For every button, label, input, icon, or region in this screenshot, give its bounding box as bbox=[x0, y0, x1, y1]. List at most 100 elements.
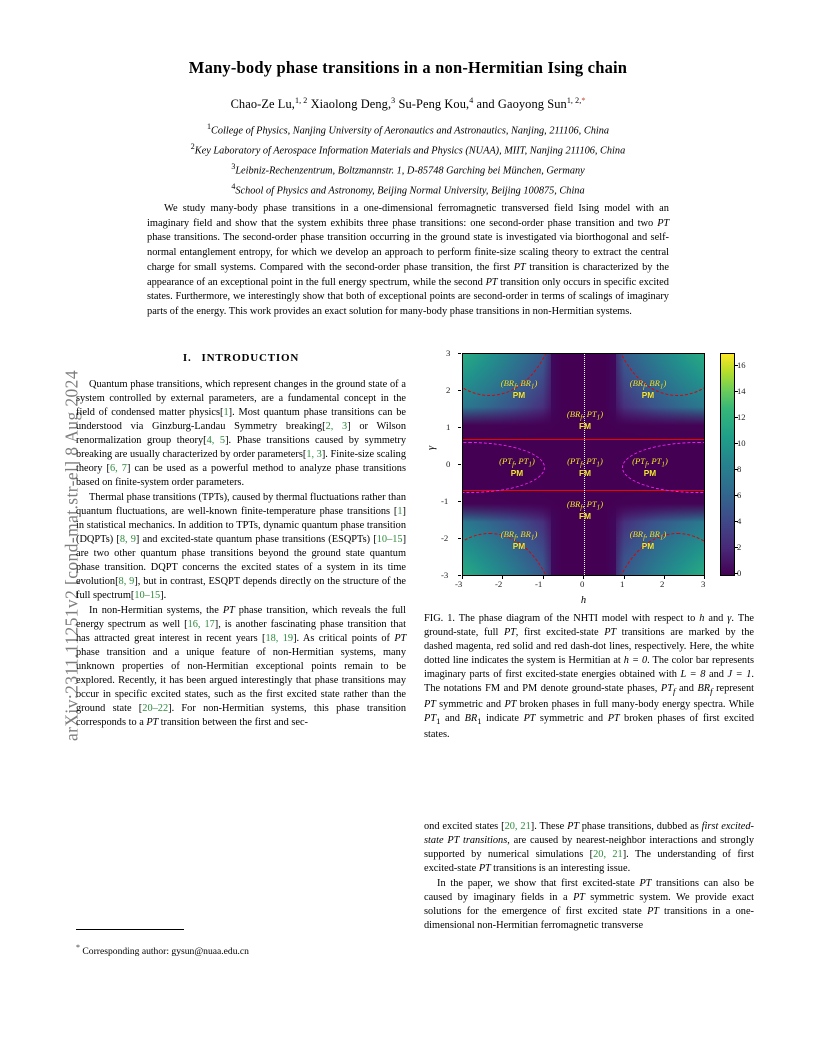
y-axis-label: γ bbox=[426, 445, 437, 450]
cap-s1: The phase diagram of the NHTI model with… bbox=[454, 613, 700, 624]
cb-mark-12 bbox=[735, 417, 738, 418]
cap-m3: h = 0 bbox=[623, 655, 648, 667]
p2-s6: ]. bbox=[160, 590, 167, 602]
rp1-s6: transitions is an interesting issue. bbox=[490, 863, 631, 875]
cb-mark-4 bbox=[735, 521, 738, 522]
cap-s13: and bbox=[440, 712, 465, 724]
plot-label-bottom-right: (BRf, BR1) PM bbox=[602, 529, 694, 551]
cap-s4: , first excited-state bbox=[515, 627, 605, 639]
citation-4[interactable]: 1, 3 bbox=[306, 449, 322, 461]
citation-10[interactable]: 10–15 bbox=[134, 590, 161, 602]
cap-m1: h bbox=[699, 613, 705, 624]
citation-3[interactable]: 4, 5 bbox=[206, 435, 226, 447]
heatmap-axes[interactable]: (BRf, BR1) PM (BRf, BR1) PM (BRf, PT1) F… bbox=[462, 353, 705, 576]
citation-5[interactable]: 6, 7 bbox=[109, 463, 127, 475]
x-tickmark-1 bbox=[624, 576, 625, 579]
cap-m9: BR bbox=[464, 712, 478, 724]
citation-2[interactable]: 2, 3 bbox=[325, 421, 348, 433]
citation-15[interactable]: 20, 21 bbox=[593, 849, 623, 861]
abstract-seg-1: We study many-body phase transitions in … bbox=[147, 203, 669, 229]
p3-pt-3: PT bbox=[146, 717, 159, 729]
figure-1: γ h 3 2 1 0 -1 -2 -3 -3 -2 -1 0 1 2 3 bbox=[424, 340, 756, 606]
affiliation-4-sup: 4 bbox=[231, 181, 236, 191]
cap-s11: symmetric and bbox=[435, 698, 505, 710]
rp1-s1: ond excited states [ bbox=[424, 821, 505, 832]
right-paragraph-1: ond excited states [20, 21]. These PT ph… bbox=[424, 820, 754, 876]
cap-m2: γ bbox=[727, 613, 732, 624]
abstract: We study many-body phase transitions in … bbox=[147, 202, 669, 320]
rp1-s3: phase transitions, dubbed as bbox=[578, 821, 702, 832]
cap-s7: and bbox=[705, 669, 728, 681]
cb-tick-4: 4 bbox=[737, 516, 742, 526]
rp2-s3: symmetric system. We provide exact solut… bbox=[424, 892, 754, 918]
abstract-pt-2: PT bbox=[513, 261, 526, 273]
p3-pt-2: PT bbox=[394, 633, 407, 645]
plot-phase-top-left: PM bbox=[512, 389, 526, 400]
y-tickmark-3 bbox=[458, 353, 461, 354]
p1-s4: ]. Phase transitions caused by symmetry … bbox=[76, 435, 407, 461]
heat-dark-column bbox=[542, 354, 625, 575]
affiliation-4: 4School of Physics and Astronomy, Beijin… bbox=[96, 181, 720, 199]
cb-tick-14: 14 bbox=[737, 386, 746, 396]
plot-phase-mid-right: PM bbox=[643, 467, 657, 478]
x-tick-m1: -1 bbox=[535, 579, 543, 589]
x-tickmark-m3 bbox=[462, 576, 463, 579]
cap-pt5: PT bbox=[523, 712, 536, 724]
plot-label-bottom-left: (BRf, BR1) PM bbox=[473, 529, 565, 551]
corresponding-author-email[interactable]: Corresponding author: gysun@nuaa.edu.cn bbox=[80, 946, 249, 958]
cap-s16: broken phases of first excited states. bbox=[424, 712, 755, 740]
p2-s2: ] in statistical mechanics. In addition … bbox=[76, 506, 406, 546]
x-tickmark-2 bbox=[664, 576, 665, 579]
phase-diagram-plot: γ h 3 2 1 0 -1 -2 -3 -3 -2 -1 0 1 2 3 bbox=[424, 340, 756, 606]
section-title: INTRODUCTION bbox=[201, 352, 300, 364]
p3-s6: ]. For non-Hermitian systems, this phase… bbox=[76, 703, 406, 729]
p3-s4: ]. As critical points of bbox=[293, 633, 395, 645]
x-tickmark-3 bbox=[704, 576, 705, 579]
plot-label-top-left: (BRf, BR1) PM bbox=[473, 378, 565, 400]
citation-11[interactable]: 16, 17 bbox=[187, 619, 215, 631]
hermitian-line-h0 bbox=[583, 354, 585, 575]
citation-7[interactable]: 8, 9 bbox=[119, 534, 136, 546]
cb-mark-2 bbox=[735, 547, 738, 548]
cap-m7: BR bbox=[697, 683, 711, 695]
cap-pt1: PT bbox=[504, 627, 516, 639]
cb-tick-16: 16 bbox=[737, 360, 746, 370]
plot-phase-bottom-left: PM bbox=[512, 540, 526, 551]
column-right-body: ond excited states [20, 21]. These PT ph… bbox=[424, 820, 754, 933]
rp2-s4: transitions in a one-dimensional non-Her… bbox=[424, 906, 754, 932]
plot-phase-mid-center: FM bbox=[579, 467, 591, 478]
citation-9[interactable]: 8, 9 bbox=[118, 576, 135, 588]
p2-s1: Thermal phase transitions (TPTs), caused… bbox=[76, 492, 406, 518]
p3-s7: transition between the first and sec- bbox=[158, 717, 308, 729]
citation-14[interactable]: 20, 21 bbox=[504, 821, 531, 832]
colorbar[interactable] bbox=[720, 353, 735, 576]
footnote-rule bbox=[76, 929, 184, 930]
p1-s2: ]. Most quantum phase transitions can be… bbox=[76, 407, 406, 433]
abstract-seg-2: phase transitions. The second-order phas… bbox=[147, 232, 669, 273]
paragraph-2: Thermal phase transitions (TPTs), caused… bbox=[76, 491, 406, 603]
x-tick-m3: -3 bbox=[455, 579, 463, 589]
cap-m8sub: 1 bbox=[436, 715, 441, 726]
citation-12[interactable]: 18, 19 bbox=[265, 633, 294, 645]
p3-s1: In non-Hermitian systems, the bbox=[89, 605, 223, 617]
y-tickmark-1 bbox=[458, 427, 461, 428]
p2-s5: ], but in contrast, ESQPT depends direct… bbox=[76, 576, 406, 602]
citation-6[interactable]: 1 bbox=[397, 506, 403, 518]
rp1-pt1: PT bbox=[567, 821, 579, 832]
author-2-affil-sup: 3 bbox=[391, 95, 396, 105]
section-number: I. bbox=[182, 352, 192, 364]
cap-m7sub: f bbox=[710, 686, 713, 697]
affiliation-3-sup: 3 bbox=[231, 161, 236, 171]
rp2-pt3: PT bbox=[647, 906, 659, 918]
paragraph-3: In non-Hermitian systems, the PT phase t… bbox=[76, 604, 406, 730]
x-tickmark-0 bbox=[583, 576, 584, 579]
citation-1[interactable]: 1 bbox=[223, 407, 229, 419]
x-axis-label: h bbox=[580, 595, 587, 606]
citation-8[interactable]: 10–15 bbox=[376, 534, 403, 546]
citation-13[interactable]: 20–22 bbox=[142, 703, 169, 715]
cb-mark-16 bbox=[735, 365, 738, 366]
plot-label-mid-right: (PTf, PT1) PM bbox=[604, 456, 696, 478]
plot-label-bottom-center: (BRf, PT1) FM bbox=[539, 499, 631, 521]
p3-s5: phase transition and a unique feature of… bbox=[76, 647, 406, 715]
